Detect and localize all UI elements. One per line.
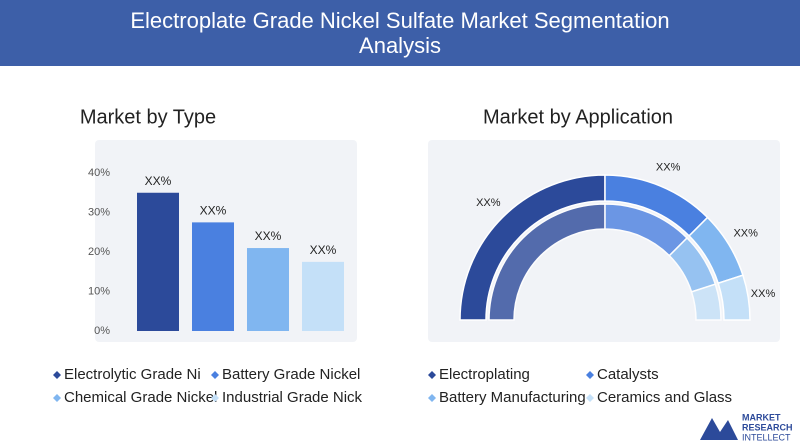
- legend-marker: [53, 371, 61, 379]
- data-label: XX%: [310, 243, 337, 257]
- chart-title: Market by Application: [483, 106, 673, 128]
- legend-label: Catalysts: [597, 366, 659, 383]
- logo-text: MARKET: [742, 412, 781, 422]
- bar: [302, 261, 344, 331]
- data-label: XX%: [733, 228, 758, 240]
- legend-label: Ceramics and Glass: [597, 389, 732, 406]
- pie-segment-inner: [690, 283, 722, 321]
- legend-label: Chemical Grade Nickel: [64, 389, 217, 406]
- y-tick-label: 0%: [94, 325, 110, 337]
- legend-marker: [428, 394, 436, 402]
- legend-marker: [211, 371, 219, 379]
- data-label: XX%: [656, 161, 681, 173]
- legend-label: Electrolytic Grade Ni: [64, 366, 201, 383]
- chart-title: Market by Type: [80, 106, 216, 128]
- logo-text: INTELLECT: [742, 432, 791, 442]
- legend-marker: [586, 394, 594, 402]
- legend-label: Industrial Grade Nick: [222, 389, 363, 406]
- data-label: XX%: [476, 197, 501, 209]
- y-tick-label: 10%: [88, 285, 110, 297]
- y-tick-label: 20%: [88, 246, 110, 258]
- bar: [137, 192, 179, 331]
- title-line: Electroplate Grade Nickel Sulfate Market…: [130, 8, 669, 33]
- legend-label: Battery Grade Nickel: [222, 366, 360, 383]
- data-label: XX%: [200, 204, 227, 218]
- bar: [247, 248, 289, 331]
- y-tick-label: 40%: [88, 167, 110, 179]
- logo-text: RESEARCH: [742, 422, 793, 432]
- bar: [192, 222, 234, 331]
- legend-marker: [53, 394, 61, 402]
- legend-label: Battery Manufacturing: [439, 389, 586, 406]
- legend-marker: [586, 371, 594, 379]
- data-label: XX%: [145, 174, 172, 188]
- legend-marker: [428, 371, 436, 379]
- legend-marker: [211, 394, 219, 402]
- legend-label: Electroplating: [439, 366, 530, 383]
- data-label: XX%: [751, 288, 776, 300]
- header-band: [0, 0, 800, 66]
- pie-segment: [717, 274, 751, 321]
- logo-icon: [700, 418, 738, 440]
- title-line: Analysis: [359, 33, 441, 58]
- logo: MARKET RESEARCH INTELLECT: [700, 412, 793, 442]
- y-tick-label: 30%: [88, 206, 110, 218]
- data-label: XX%: [255, 229, 282, 243]
